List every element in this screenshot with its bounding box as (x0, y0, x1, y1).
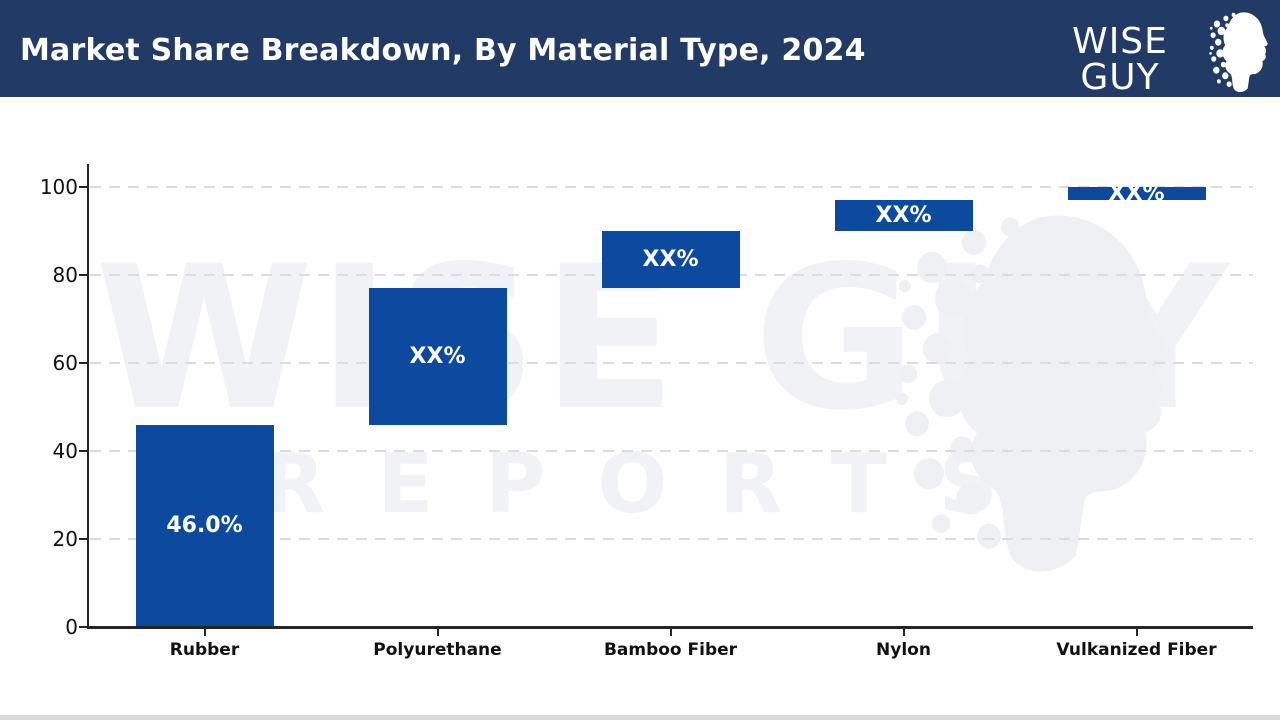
gridline-20 (90, 538, 1253, 540)
footer-divider (0, 715, 1280, 720)
bar-value-label: XX% (1108, 181, 1165, 207)
x-axis-line (87, 626, 1253, 629)
y-tick-mark-0 (79, 626, 88, 628)
y-tick-mark-20 (79, 538, 88, 540)
bar-value-label: 46.0% (166, 513, 243, 539)
y-tick-mark-100 (79, 186, 88, 188)
y-tick-label-100: 100 (39, 175, 78, 199)
gridline-60 (90, 362, 1253, 364)
brand-logo: WISE GUY REPORTS (1032, 6, 1272, 113)
y-tick-mark-80 (79, 274, 88, 276)
y-tick-label-40: 40 (52, 439, 78, 463)
x-tick-mark-1 (203, 629, 206, 636)
category-label-2: Polyurethane (373, 640, 502, 660)
y-tick-label-80: 80 (52, 263, 78, 287)
y-tick-label-20: 20 (52, 527, 78, 551)
bar-bamboo-fiber: XX% (601, 231, 740, 289)
brand-logo-text: WISE GUY REPORTS (1032, 21, 1208, 114)
y-tick-mark-60 (79, 362, 88, 364)
x-tick-mark-4 (902, 629, 905, 636)
bar-vulkanized-fiber: XX% (1067, 181, 1206, 206)
y-axis-line (87, 164, 89, 629)
category-label-5: Vulkanized Fiber (1056, 640, 1217, 660)
header-bar: Market Share Breakdown, By Material Type… (0, 0, 1280, 113)
brand-name: WISE GUY (1072, 21, 1168, 98)
category-label-1: Rubber (169, 640, 240, 660)
bar-value-label: XX% (875, 203, 932, 229)
brand-subname: REPORTS (1051, 99, 1202, 114)
bar-value-label: XX% (409, 343, 466, 369)
bar-value-label: XX% (642, 247, 699, 273)
bar-polyurethane: XX% (368, 288, 507, 425)
x-tick-mark-2 (436, 629, 439, 636)
y-tick-label-60: 60 (52, 351, 78, 375)
x-tick-mark-5 (1135, 629, 1138, 636)
category-label-4: Nylon (876, 640, 931, 660)
y-tick-label-0: 0 (65, 615, 78, 639)
page-title: Market Share Breakdown, By Material Type… (20, 33, 866, 68)
category-label-3: Bamboo Fiber (603, 640, 738, 660)
bar-nylon: XX% (834, 200, 973, 231)
y-tick-mark-40 (79, 450, 88, 452)
x-tick-mark-3 (669, 629, 672, 636)
gridline-100 (90, 186, 1253, 188)
bar-rubber: 46.0% (135, 424, 274, 627)
gridline-40 (90, 450, 1253, 452)
